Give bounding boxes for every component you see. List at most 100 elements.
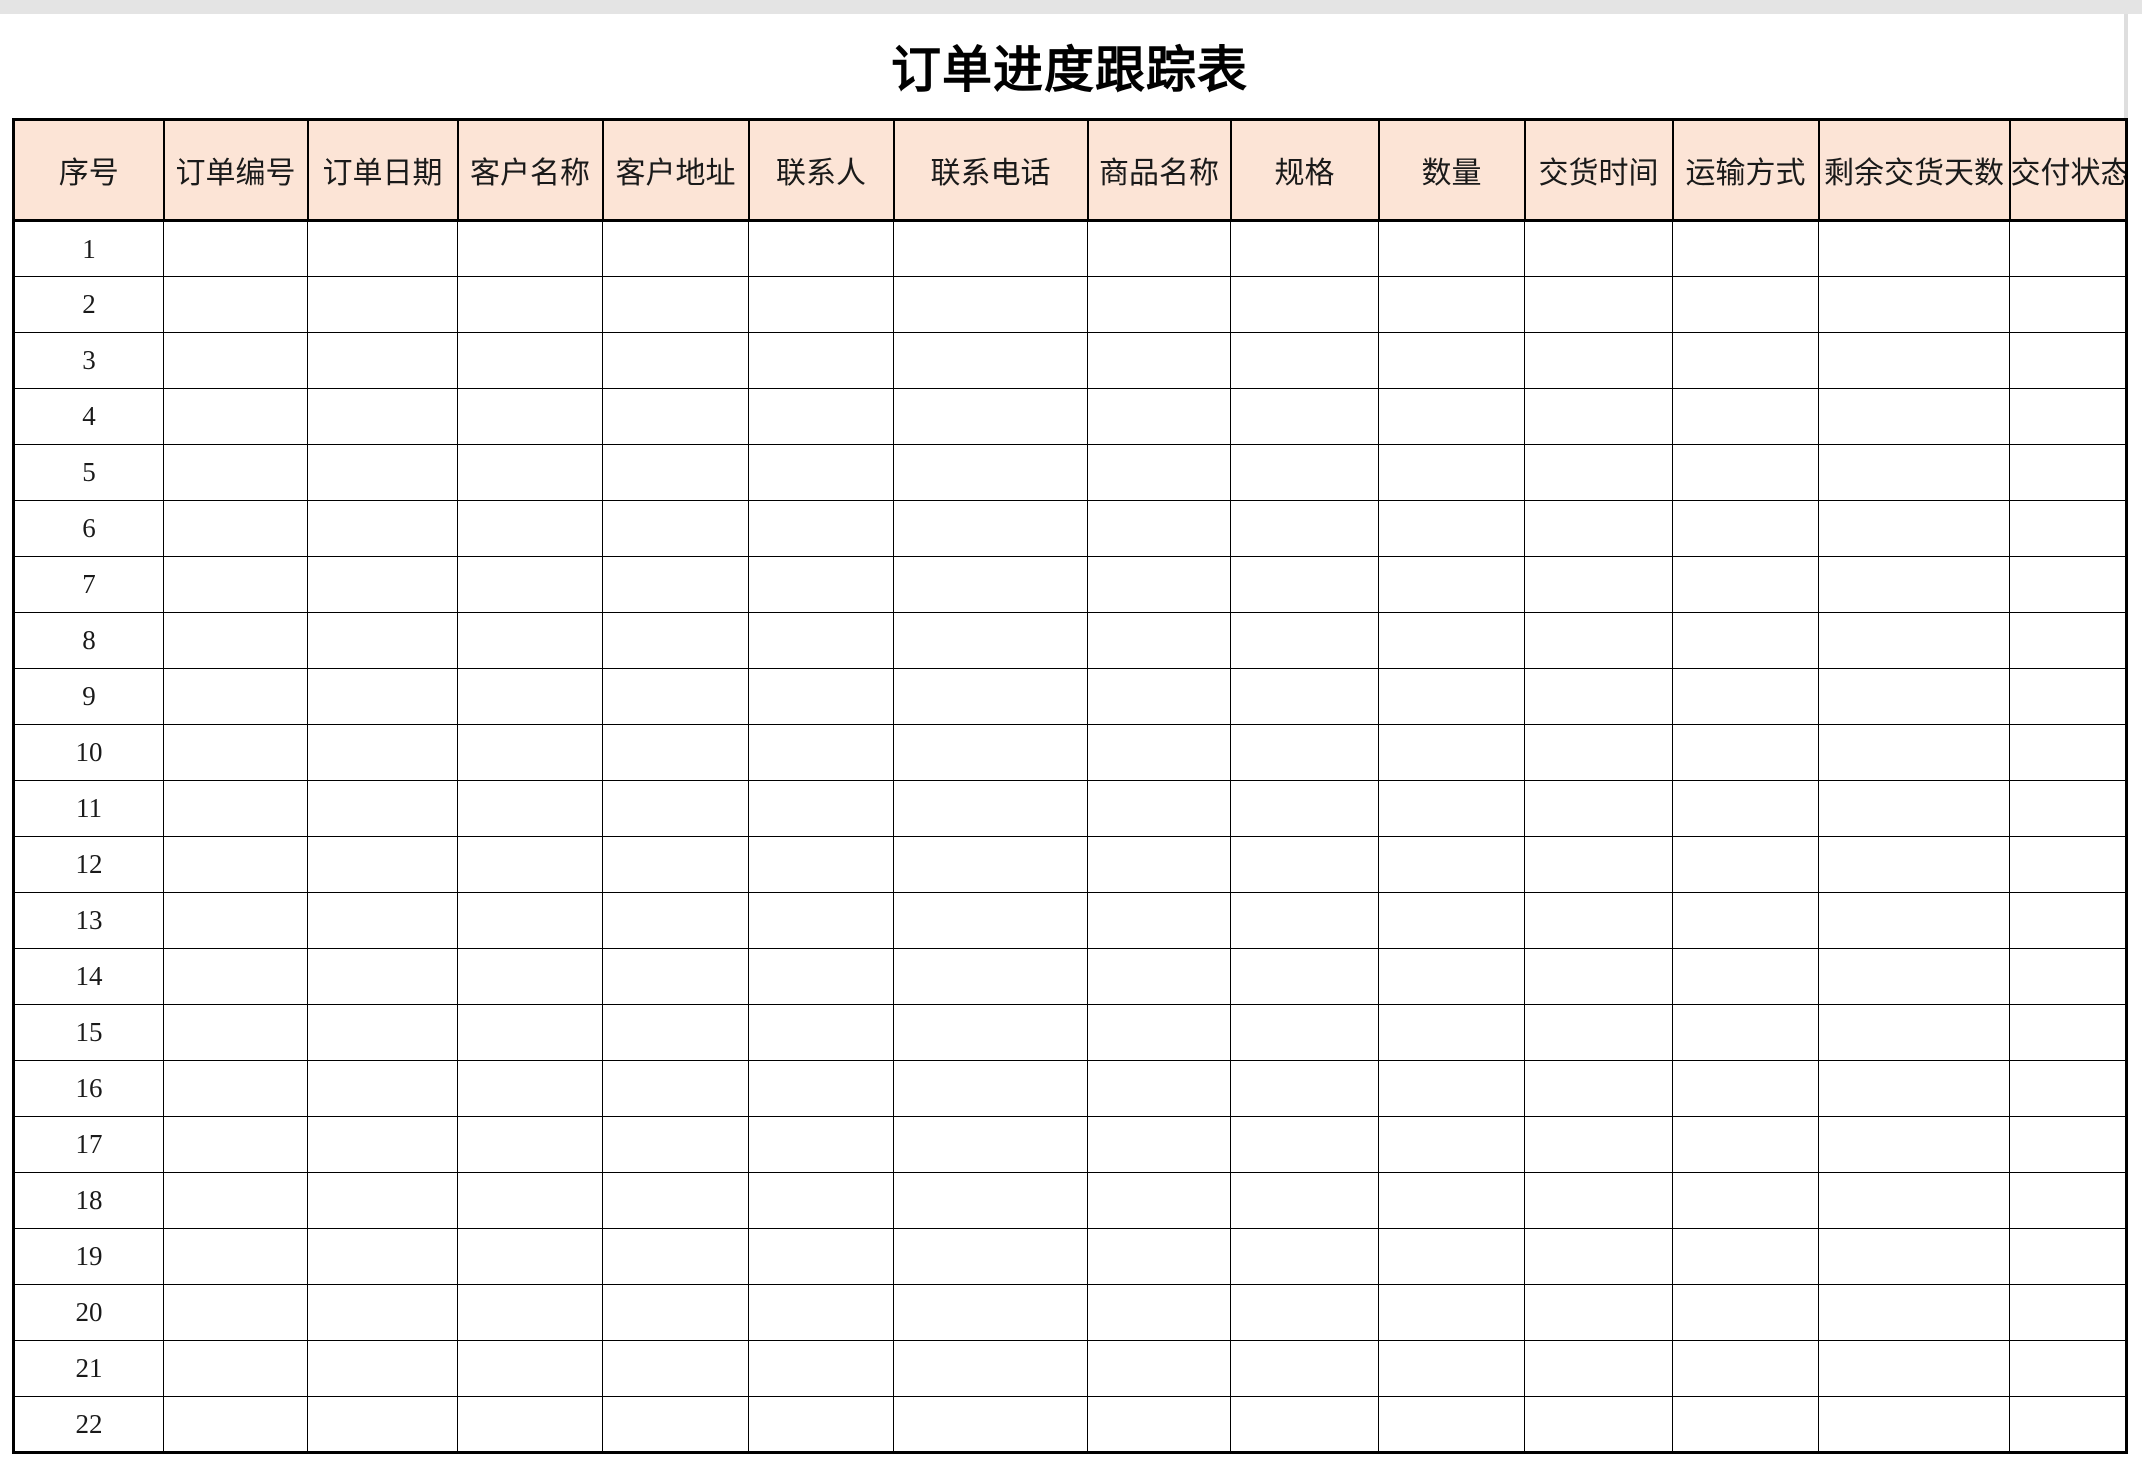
table-cell[interactable]	[1087, 612, 1231, 669]
table-cell[interactable]	[602, 836, 749, 893]
table-cell[interactable]	[457, 780, 603, 837]
table-cell[interactable]	[307, 1116, 458, 1173]
table-cell[interactable]	[1524, 1340, 1673, 1397]
row-number-cell[interactable]: 9	[13, 668, 164, 725]
table-cell[interactable]	[748, 836, 894, 893]
table-cell[interactable]	[307, 612, 458, 669]
table-cell[interactable]	[1524, 1396, 1673, 1453]
table-cell[interactable]	[1524, 1228, 1673, 1285]
table-cell[interactable]	[1524, 276, 1673, 333]
table-cell[interactable]	[457, 332, 603, 389]
table-cell[interactable]	[1087, 1396, 1231, 1453]
row-number-cell[interactable]: 4	[13, 388, 164, 445]
table-cell[interactable]	[1230, 500, 1379, 557]
table-cell[interactable]	[748, 668, 894, 725]
table-cell[interactable]	[1524, 724, 1673, 781]
table-cell[interactable]	[307, 892, 458, 949]
table-cell[interactable]	[1087, 668, 1231, 725]
column-header-8[interactable]: 规格	[1229, 118, 1380, 222]
table-cell[interactable]	[1378, 220, 1525, 277]
table-cell[interactable]	[307, 444, 458, 501]
table-cell[interactable]	[1818, 1396, 2010, 1453]
row-number-cell[interactable]: 12	[13, 836, 164, 893]
table-cell[interactable]	[1672, 780, 1819, 837]
table-cell[interactable]	[602, 892, 749, 949]
table-cell[interactable]	[1818, 388, 2010, 445]
table-cell[interactable]	[307, 948, 458, 1005]
table-cell[interactable]	[163, 220, 308, 277]
table-cell[interactable]	[2009, 724, 2127, 781]
table-cell[interactable]	[1818, 724, 2010, 781]
table-cell[interactable]	[1378, 1228, 1525, 1285]
table-cell[interactable]	[1087, 892, 1231, 949]
table-cell[interactable]	[457, 220, 603, 277]
table-cell[interactable]	[1818, 1116, 2010, 1173]
table-cell[interactable]	[1672, 332, 1819, 389]
table-cell[interactable]	[1672, 1060, 1819, 1117]
table-cell[interactable]	[602, 612, 749, 669]
table-cell[interactable]	[1524, 668, 1673, 725]
table-cell[interactable]	[307, 1284, 458, 1341]
table-cell[interactable]	[163, 556, 308, 613]
table-cell[interactable]	[1087, 1284, 1231, 1341]
table-cell[interactable]	[2009, 556, 2127, 613]
table-cell[interactable]	[163, 836, 308, 893]
table-cell[interactable]	[893, 1284, 1088, 1341]
table-cell[interactable]	[307, 388, 458, 445]
table-cell[interactable]	[1087, 220, 1231, 277]
table-cell[interactable]	[748, 444, 894, 501]
table-cell[interactable]	[1524, 1116, 1673, 1173]
table-cell[interactable]	[1230, 892, 1379, 949]
table-cell[interactable]	[2009, 1228, 2127, 1285]
table-cell[interactable]	[1230, 1396, 1379, 1453]
table-cell[interactable]	[2009, 444, 2127, 501]
table-cell[interactable]	[1672, 612, 1819, 669]
table-cell[interactable]	[1378, 332, 1525, 389]
table-cell[interactable]	[893, 724, 1088, 781]
table-cell[interactable]	[1672, 1396, 1819, 1453]
table-cell[interactable]	[457, 1060, 603, 1117]
table-cell[interactable]	[1378, 444, 1525, 501]
table-cell[interactable]	[1818, 332, 2010, 389]
table-cell[interactable]	[1672, 276, 1819, 333]
table-cell[interactable]	[163, 332, 308, 389]
table-cell[interactable]	[1818, 1060, 2010, 1117]
table-cell[interactable]	[893, 836, 1088, 893]
column-header-9[interactable]: 数量	[1377, 118, 1526, 222]
table-cell[interactable]	[1378, 1340, 1525, 1397]
row-number-cell[interactable]: 1	[13, 220, 164, 277]
table-cell[interactable]	[2009, 332, 2127, 389]
row-number-cell[interactable]: 6	[13, 500, 164, 557]
table-cell[interactable]	[457, 1116, 603, 1173]
table-cell[interactable]	[1524, 1284, 1673, 1341]
table-cell[interactable]	[1230, 780, 1379, 837]
table-cell[interactable]	[307, 724, 458, 781]
table-cell[interactable]	[1818, 1172, 2010, 1229]
table-cell[interactable]	[163, 612, 308, 669]
table-cell[interactable]	[1087, 388, 1231, 445]
table-cell[interactable]	[893, 1116, 1088, 1173]
table-cell[interactable]	[748, 1284, 894, 1341]
row-number-cell[interactable]: 17	[13, 1116, 164, 1173]
table-cell[interactable]	[1672, 1340, 1819, 1397]
table-cell[interactable]	[1818, 276, 2010, 333]
table-cell[interactable]	[163, 668, 308, 725]
table-cell[interactable]	[1230, 1060, 1379, 1117]
table-cell[interactable]	[1230, 1172, 1379, 1229]
column-header-12[interactable]: 剩余交货天数	[1817, 118, 2011, 222]
table-cell[interactable]	[163, 1172, 308, 1229]
table-cell[interactable]	[1230, 556, 1379, 613]
table-cell[interactable]	[1524, 500, 1673, 557]
table-cell[interactable]	[1087, 780, 1231, 837]
table-cell[interactable]	[2009, 668, 2127, 725]
table-cell[interactable]	[1818, 500, 2010, 557]
table-cell[interactable]	[1672, 500, 1819, 557]
table-cell[interactable]	[457, 388, 603, 445]
table-cell[interactable]	[1378, 1172, 1525, 1229]
table-cell[interactable]	[163, 1340, 308, 1397]
row-number-cell[interactable]: 18	[13, 1172, 164, 1229]
table-cell[interactable]	[307, 556, 458, 613]
table-cell[interactable]	[163, 1284, 308, 1341]
table-cell[interactable]	[1672, 1172, 1819, 1229]
table-cell[interactable]	[602, 220, 749, 277]
